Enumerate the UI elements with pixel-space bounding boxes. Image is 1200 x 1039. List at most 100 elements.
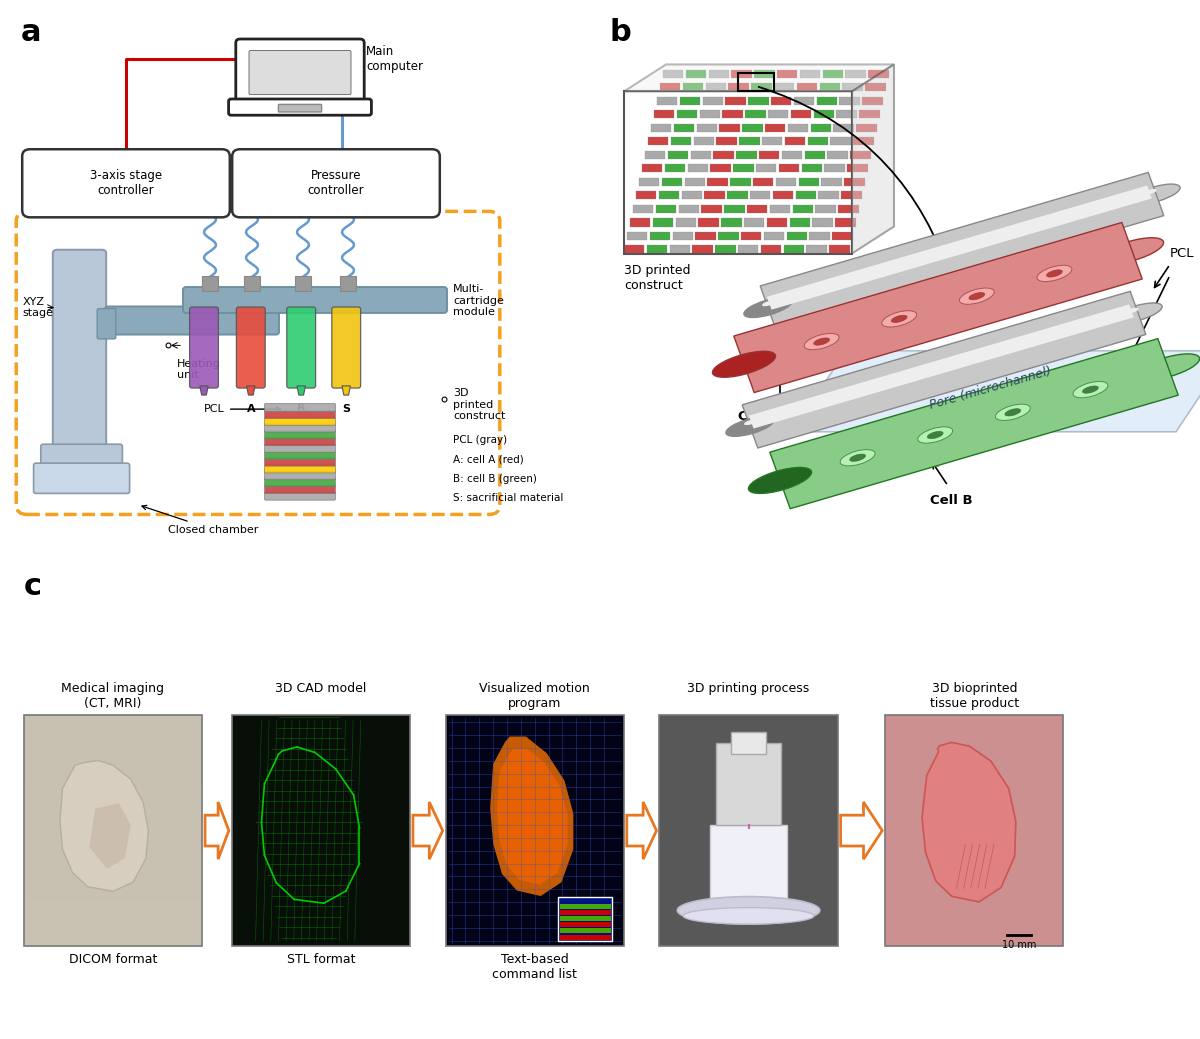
Polygon shape	[298, 385, 306, 395]
Bar	[812, 218, 833, 227]
Bar	[732, 70, 751, 78]
Bar	[790, 218, 810, 227]
Text: PCL: PCL	[204, 404, 281, 415]
Bar	[24, 796, 202, 807]
Ellipse shape	[1100, 238, 1164, 264]
Bar	[766, 124, 785, 132]
FancyBboxPatch shape	[34, 463, 130, 494]
Bar	[808, 137, 828, 145]
Bar	[630, 218, 650, 227]
Bar	[24, 934, 202, 947]
Bar	[24, 750, 202, 762]
FancyBboxPatch shape	[265, 478, 336, 486]
Polygon shape	[770, 339, 1178, 509]
FancyBboxPatch shape	[41, 445, 122, 469]
Bar	[720, 124, 739, 132]
Bar	[820, 83, 840, 91]
Bar	[686, 70, 706, 78]
Bar	[24, 854, 202, 865]
Text: 3D bioprinted
tissue product: 3D bioprinted tissue product	[930, 682, 1019, 710]
Bar	[24, 900, 202, 911]
Ellipse shape	[677, 897, 820, 924]
Bar	[701, 205, 722, 213]
Text: DICOM format: DICOM format	[68, 953, 157, 965]
Bar	[660, 83, 680, 91]
Bar	[761, 245, 781, 254]
Ellipse shape	[968, 293, 985, 300]
Bar	[628, 232, 648, 240]
Ellipse shape	[1037, 265, 1072, 282]
Bar	[744, 218, 764, 227]
Ellipse shape	[960, 288, 995, 304]
Bar	[24, 715, 202, 726]
Bar	[658, 97, 677, 105]
Text: a: a	[22, 19, 42, 48]
Bar	[842, 83, 863, 91]
Text: Medical imaging
(CT, MRI): Medical imaging (CT, MRI)	[61, 682, 164, 710]
Bar	[847, 164, 868, 172]
Bar	[634, 205, 653, 213]
Bar	[704, 191, 725, 199]
Text: Cell A: Cell A	[738, 410, 781, 423]
Bar	[683, 83, 703, 91]
Bar	[646, 151, 665, 159]
Ellipse shape	[726, 417, 774, 436]
Text: 3-axis stage
controller: 3-axis stage controller	[90, 169, 162, 197]
Text: Main
computer: Main computer	[366, 45, 424, 73]
Text: Multi-
cartridge
module: Multi- cartridge module	[454, 284, 504, 317]
FancyBboxPatch shape	[190, 307, 218, 388]
Ellipse shape	[1046, 270, 1062, 277]
Bar	[667, 151, 689, 159]
Text: PCL (gray): PCL (gray)	[454, 435, 508, 445]
Bar	[691, 151, 710, 159]
Polygon shape	[247, 385, 256, 395]
Bar	[558, 897, 612, 940]
Bar	[716, 137, 737, 145]
Bar	[24, 843, 202, 854]
Text: STL format: STL format	[287, 953, 355, 965]
Bar	[24, 762, 202, 773]
Bar	[755, 70, 775, 78]
FancyBboxPatch shape	[265, 451, 336, 459]
Text: Pore (microchannel): Pore (microchannel)	[928, 365, 1052, 412]
Ellipse shape	[749, 468, 811, 494]
Ellipse shape	[1142, 189, 1157, 195]
FancyBboxPatch shape	[265, 445, 336, 453]
Ellipse shape	[804, 334, 839, 350]
Bar	[445, 715, 624, 947]
Bar	[851, 151, 871, 159]
Bar	[677, 110, 697, 118]
Bar	[636, 191, 656, 199]
Bar	[688, 164, 708, 172]
Text: PCL: PCL	[1170, 247, 1194, 260]
Ellipse shape	[850, 454, 865, 461]
Bar	[749, 97, 769, 105]
Bar	[799, 70, 821, 78]
Bar	[708, 178, 727, 186]
Bar	[840, 97, 859, 105]
Bar	[715, 245, 736, 254]
Bar	[24, 819, 202, 830]
Bar	[824, 164, 845, 172]
Bar	[559, 916, 611, 922]
Bar	[841, 191, 862, 199]
Bar	[655, 205, 677, 213]
Bar	[700, 110, 720, 118]
Ellipse shape	[840, 450, 875, 465]
Bar	[24, 830, 202, 843]
FancyBboxPatch shape	[265, 472, 336, 480]
Bar	[787, 232, 808, 240]
Bar	[738, 245, 758, 254]
Bar	[202, 276, 218, 291]
Ellipse shape	[1073, 381, 1108, 398]
Bar	[787, 124, 809, 132]
Bar	[778, 70, 797, 78]
Bar	[730, 178, 751, 186]
Bar	[738, 73, 774, 91]
Bar	[670, 245, 690, 254]
Bar	[785, 137, 805, 145]
Polygon shape	[792, 351, 1200, 432]
Bar	[696, 232, 715, 240]
Polygon shape	[490, 737, 574, 896]
Bar	[817, 97, 838, 105]
